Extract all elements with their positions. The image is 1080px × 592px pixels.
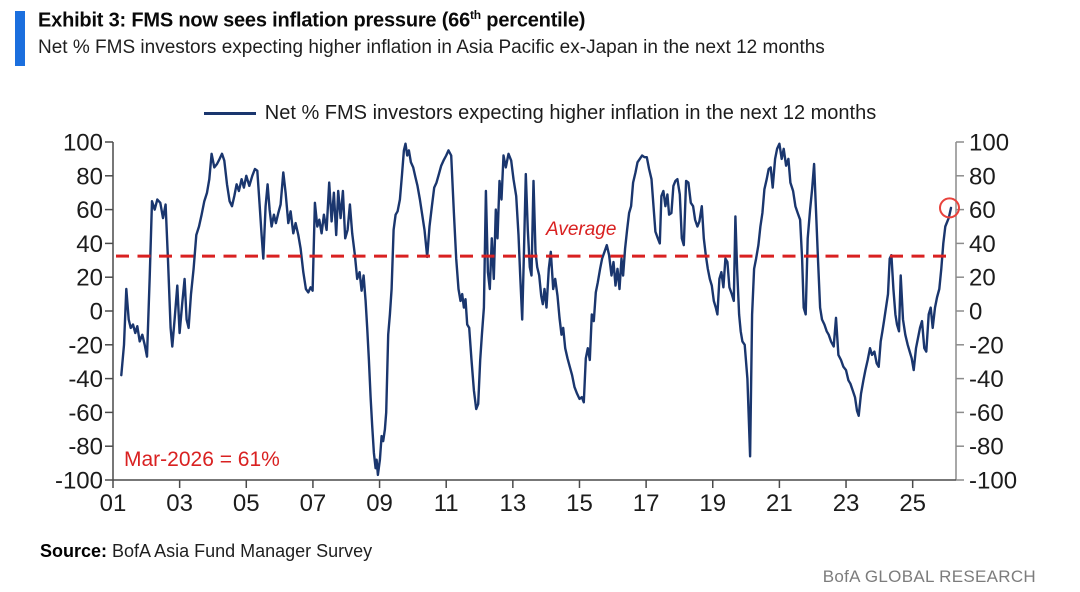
x-tick-label: 05 bbox=[233, 490, 260, 517]
chart-legend: Net % FMS investors expecting higher inf… bbox=[0, 102, 1080, 125]
x-tick-label: 01 bbox=[100, 490, 127, 517]
y-tick-label-right: 100 bbox=[969, 130, 1009, 157]
title-superscript: th bbox=[470, 8, 481, 22]
source-text: BofA Asia Fund Manager Survey bbox=[107, 541, 373, 561]
y-tick-label-left: -100 bbox=[55, 468, 103, 495]
x-tick-label: 21 bbox=[766, 490, 793, 517]
source-label: Source: bbox=[40, 541, 108, 561]
y-tick-label-right: 40 bbox=[969, 231, 996, 258]
x-tick-label: 15 bbox=[566, 490, 593, 517]
x-tick-label: 03 bbox=[166, 490, 193, 517]
y-tick-label-right: -60 bbox=[969, 400, 1004, 427]
exhibit-title: Exhibit 3: FMS now sees inflation pressu… bbox=[38, 8, 585, 33]
legend-label: Net % FMS investors expecting higher inf… bbox=[264, 102, 877, 124]
x-tick-label: 25 bbox=[899, 490, 926, 517]
y-tick-label-right: 0 bbox=[969, 299, 982, 326]
series-line bbox=[120, 142, 953, 477]
exhibit-accent-bar bbox=[15, 11, 25, 66]
y-tick-label-right: -80 bbox=[969, 434, 1004, 461]
y-tick-label-right: -100 bbox=[969, 468, 1017, 495]
x-tick-label: 11 bbox=[434, 490, 459, 517]
y-tick-label-right: 80 bbox=[969, 163, 996, 190]
y-tick-label-right: -20 bbox=[969, 332, 1004, 359]
y-tick-label-left: 20 bbox=[76, 265, 103, 292]
y-tick-label-right: 20 bbox=[969, 265, 996, 292]
x-tick-label: 09 bbox=[366, 490, 393, 517]
y-tick-label-left: 80 bbox=[76, 163, 103, 190]
legend-line-swatch bbox=[203, 112, 256, 115]
y-tick-label-left: -80 bbox=[68, 434, 103, 461]
title-text-suffix: percentile) bbox=[480, 9, 586, 32]
x-tick-label: 07 bbox=[300, 490, 327, 517]
title-text: Exhibit 3: FMS now sees inflation pressu… bbox=[38, 9, 471, 32]
brand-mark: BofA GLOBAL RESEARCH bbox=[822, 567, 1036, 586]
y-tick-label-right: 60 bbox=[969, 197, 996, 224]
x-tick-label: 19 bbox=[699, 490, 726, 517]
y-tick-label-left: 60 bbox=[76, 197, 103, 224]
y-tick-label-left: -20 bbox=[68, 332, 103, 359]
y-tick-label-left: 40 bbox=[76, 231, 103, 258]
y-tick-label-left: 100 bbox=[63, 130, 103, 157]
x-tick-label: 17 bbox=[633, 490, 660, 517]
x-tick-label: 23 bbox=[833, 490, 860, 517]
y-tick-label-left: -60 bbox=[68, 400, 103, 427]
endpoint-annotation: Mar-2026 = 61% bbox=[124, 448, 280, 471]
x-tick-label: 13 bbox=[499, 490, 526, 517]
y-tick-label-left: -40 bbox=[68, 366, 103, 393]
y-tick-label-right: -40 bbox=[969, 366, 1004, 393]
source-note: Source: BofA Asia Fund Manager Survey bbox=[40, 541, 372, 562]
endpoint-circle bbox=[938, 197, 960, 219]
average-annotation: Average bbox=[546, 219, 617, 240]
exhibit-subtitle: Net % FMS investors expecting higher inf… bbox=[38, 37, 825, 58]
y-tick-label-left: 0 bbox=[90, 299, 103, 326]
